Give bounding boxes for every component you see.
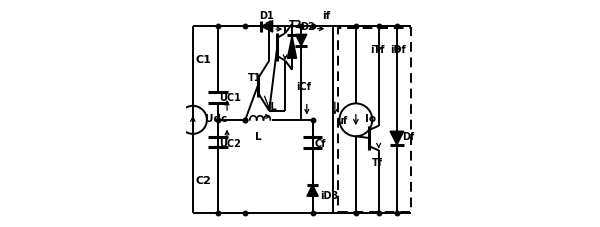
Text: iTf: iTf <box>370 45 385 55</box>
Text: C1: C1 <box>195 55 211 65</box>
Text: iL: iL <box>266 102 277 112</box>
Text: Io: Io <box>365 113 376 123</box>
Text: Cf: Cf <box>315 138 326 148</box>
Polygon shape <box>307 185 318 196</box>
Bar <box>338 28 410 212</box>
Text: iD3: iD3 <box>320 190 339 200</box>
Text: L: L <box>255 131 262 141</box>
Text: D1: D1 <box>260 11 274 21</box>
Text: iCf: iCf <box>296 81 311 91</box>
Text: if: if <box>322 11 331 21</box>
Text: D2: D2 <box>301 22 316 32</box>
Text: T2: T2 <box>289 20 302 30</box>
Text: Tf: Tf <box>372 157 383 167</box>
Polygon shape <box>390 132 404 145</box>
Text: iDf: iDf <box>390 45 406 55</box>
Text: UC1: UC1 <box>220 93 241 103</box>
Text: uf: uf <box>336 115 347 125</box>
Text: C2: C2 <box>195 175 211 185</box>
Text: T1: T1 <box>248 72 261 82</box>
Text: UC2: UC2 <box>220 138 241 148</box>
Polygon shape <box>261 22 272 33</box>
Text: Df: Df <box>402 131 414 141</box>
Text: Udc: Udc <box>205 113 227 123</box>
Polygon shape <box>287 36 296 59</box>
Polygon shape <box>295 35 307 47</box>
